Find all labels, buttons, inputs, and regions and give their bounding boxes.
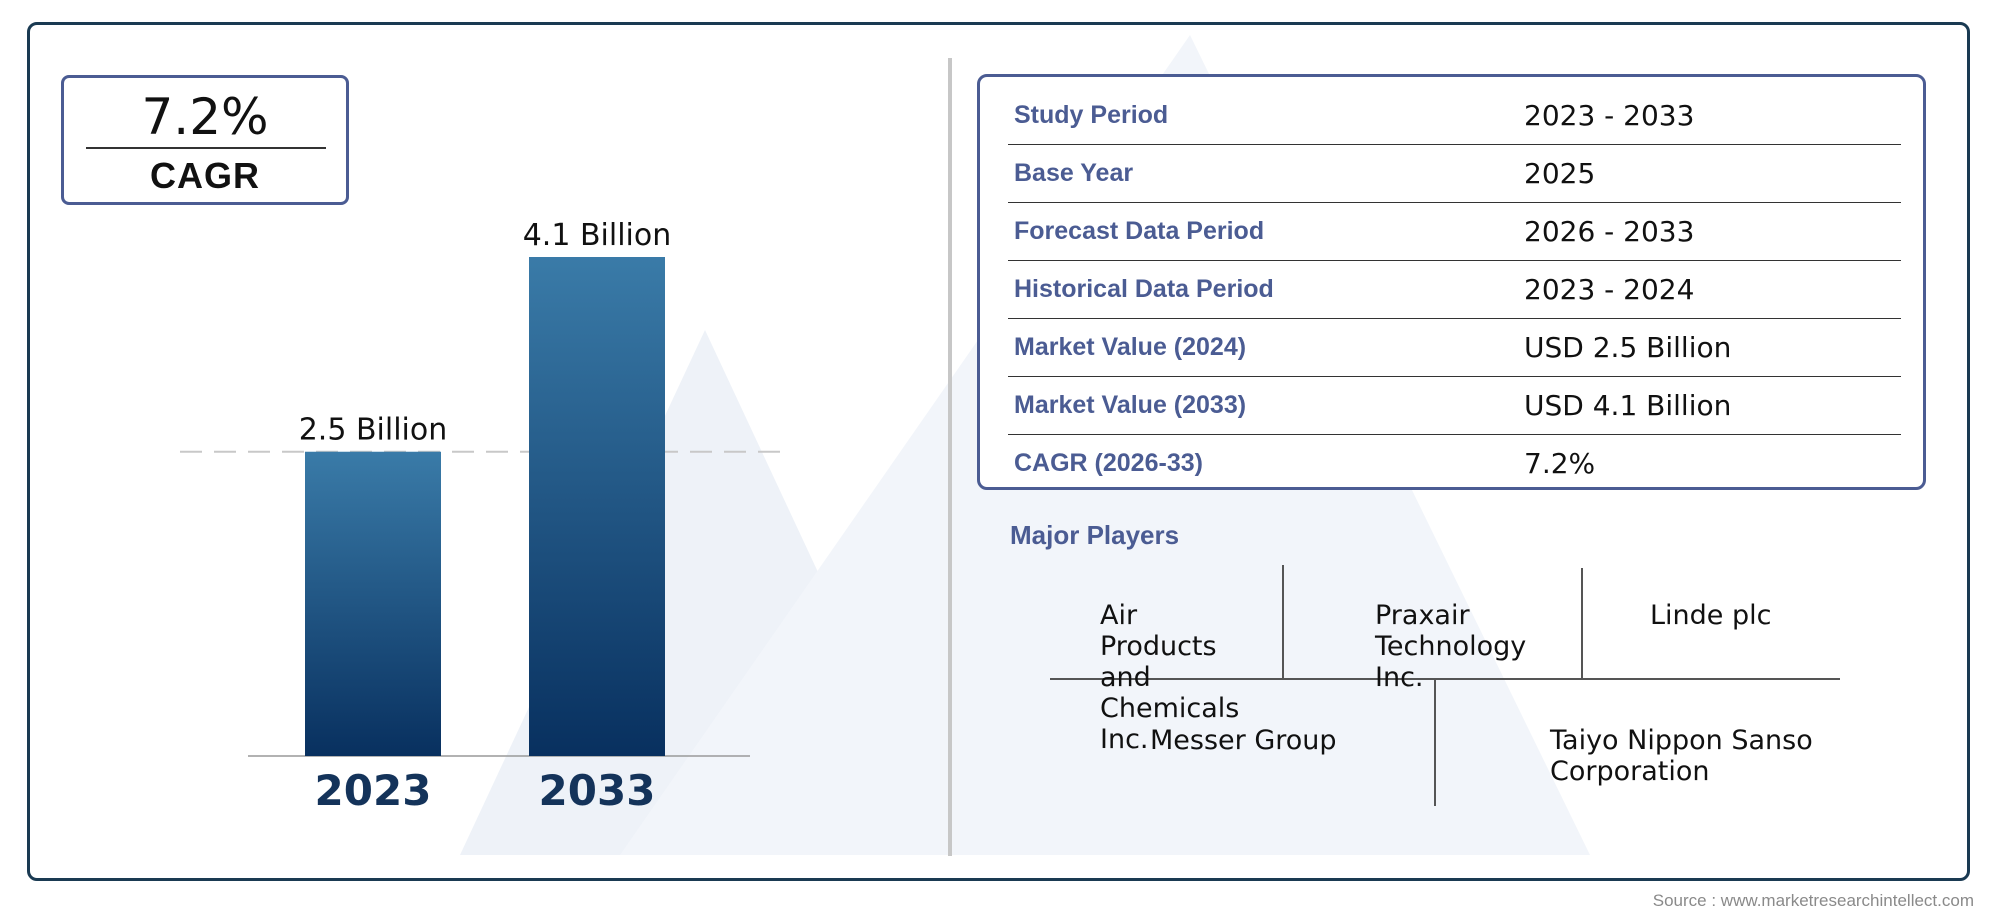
bar-chart: 2.5 Billion 2023 4.1 Billion 2033 <box>180 218 790 815</box>
cagr-badge: 7.2% CAGR <box>61 75 349 205</box>
major-players-title: Major Players <box>1010 520 1180 550</box>
player-taiyo-nippon-sanso: Taiyo Nippon Sanso Corporation <box>1550 725 1813 787</box>
table-row-label: Base Year <box>1014 159 1134 187</box>
table-row-value: USD 4.1 Billion <box>1524 389 1732 422</box>
table-row: Market Value (2033) USD 4.1 Billion <box>1008 377 1901 435</box>
cagr-value: 7.2% <box>141 88 269 146</box>
section-divider <box>948 58 952 856</box>
players-divider-horizontal <box>1050 678 1840 680</box>
table-row-value: 2023 - 2024 <box>1524 273 1695 306</box>
cagr-label: CAGR <box>150 155 260 196</box>
players-divider-1 <box>1282 565 1284 678</box>
table-row-value: USD 2.5 Billion <box>1524 331 1732 364</box>
bar-value-label: 4.1 Billion <box>523 218 672 253</box>
table-row: Study Period 2023 - 2033 <box>1008 87 1901 145</box>
table-row-value: 2023 - 2033 <box>1524 99 1695 132</box>
bar-2023 <box>305 451 441 756</box>
table-row-value: 2025 <box>1524 157 1596 190</box>
players-divider-3 <box>1434 678 1436 806</box>
table-row-value: 2026 - 2033 <box>1524 215 1695 248</box>
bar-2033 <box>529 257 665 756</box>
table-row-label: Study Period <box>1014 101 1169 129</box>
table-row-label: Historical Data Period <box>1014 275 1274 303</box>
table-row: Forecast Data Period 2026 - 2033 <box>1008 203 1901 261</box>
x-tick-label: 2023 <box>315 766 432 815</box>
table-row: Market Value (2024) USD 2.5 Billion <box>1008 319 1901 377</box>
table-row-label: CAGR (2026-33) <box>1014 449 1203 477</box>
x-tick-label: 2033 <box>539 766 656 815</box>
player-praxair: Praxair Technology Inc. <box>1375 600 1527 693</box>
table-row: CAGR (2026-33) 7.2% <box>1008 435 1901 493</box>
player-linde: Linde plc <box>1650 600 1772 631</box>
table-row-label: Market Value (2033) <box>1014 391 1247 419</box>
players-divider-2 <box>1581 568 1583 678</box>
source-citation: Source : www.marketresearchintellect.com <box>1652 891 1974 910</box>
table-row: Historical Data Period 2023 - 2024 <box>1008 261 1901 319</box>
player-air-products: Air Products and Chemicals Inc. <box>1100 600 1240 755</box>
table-row-value: 7.2% <box>1524 447 1596 480</box>
table-row-label: Forecast Data Period <box>1014 217 1265 245</box>
player-messer: Messer Group <box>1150 725 1337 756</box>
bar-value-label: 2.5 Billion <box>299 413 448 448</box>
table-row: Base Year 2025 <box>1008 145 1901 203</box>
cagr-rule <box>86 147 326 149</box>
market-info-table: Study Period 2023 - 2033 Base Year 2025 Fore… <box>977 74 1926 490</box>
table-row-label: Market Value (2024) <box>1014 333 1247 361</box>
